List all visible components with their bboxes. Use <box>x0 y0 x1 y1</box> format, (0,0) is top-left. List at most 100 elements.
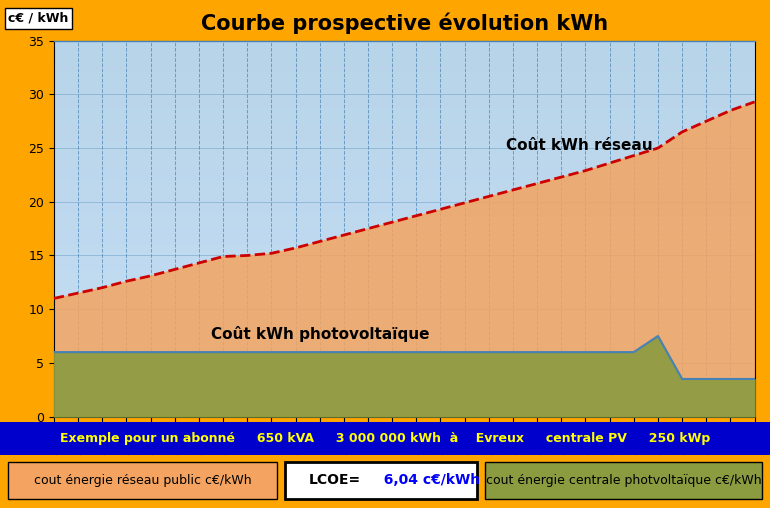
Bar <box>54 353 755 357</box>
Bar <box>54 123 755 127</box>
Bar <box>54 138 755 142</box>
Bar <box>54 135 755 138</box>
Bar <box>54 360 755 364</box>
Bar <box>54 217 755 221</box>
Bar <box>54 236 755 240</box>
Bar <box>54 338 755 341</box>
Bar <box>54 274 755 277</box>
Bar <box>54 105 755 108</box>
Bar <box>54 357 755 360</box>
Bar <box>54 206 755 210</box>
Bar <box>54 293 755 296</box>
Bar <box>54 161 755 165</box>
Bar <box>54 240 755 244</box>
Bar <box>54 409 755 413</box>
Bar <box>54 150 755 153</box>
Bar <box>54 334 755 338</box>
Bar <box>54 281 755 285</box>
Text: 6,04 c€/kWh: 6,04 c€/kWh <box>374 473 480 487</box>
Bar <box>54 330 755 334</box>
Bar <box>54 213 755 217</box>
Bar <box>54 187 755 191</box>
Text: LCOE=: LCOE= <box>309 473 361 487</box>
Text: Coût kWh photovoltaïque: Coût kWh photovoltaïque <box>211 326 430 342</box>
Bar <box>54 341 755 345</box>
Bar <box>54 225 755 229</box>
Bar <box>54 63 755 67</box>
FancyBboxPatch shape <box>485 462 762 499</box>
Bar <box>54 251 755 255</box>
Bar <box>54 112 755 116</box>
Bar <box>54 93 755 97</box>
Bar <box>54 180 755 183</box>
Bar <box>54 176 755 180</box>
Bar <box>54 285 755 289</box>
Bar <box>54 44 755 48</box>
Bar <box>54 119 755 123</box>
Bar <box>54 142 755 146</box>
Bar <box>54 89 755 93</box>
Bar <box>54 48 755 52</box>
Bar <box>54 86 755 89</box>
Bar <box>54 157 755 161</box>
Bar <box>54 413 755 417</box>
Bar <box>54 371 755 375</box>
FancyBboxPatch shape <box>8 462 277 499</box>
Bar <box>54 364 755 368</box>
Text: cout énergie réseau public c€/kWh: cout énergie réseau public c€/kWh <box>34 473 251 487</box>
Bar <box>54 277 755 281</box>
Bar <box>54 349 755 353</box>
Bar <box>54 319 755 323</box>
Bar <box>54 146 755 150</box>
Bar <box>54 368 755 371</box>
Bar <box>54 247 755 251</box>
Bar <box>54 169 755 172</box>
Bar <box>54 263 755 266</box>
Bar <box>54 375 755 379</box>
Bar <box>54 232 755 236</box>
Bar <box>54 244 755 247</box>
Bar <box>54 56 755 59</box>
Bar <box>54 326 755 330</box>
Bar <box>54 311 755 315</box>
Bar <box>54 41 755 44</box>
Bar <box>54 387 755 390</box>
Bar <box>54 210 755 213</box>
Bar <box>54 266 755 270</box>
Bar <box>54 289 755 293</box>
Bar <box>54 183 755 187</box>
Bar <box>54 78 755 82</box>
Bar <box>54 229 755 232</box>
Bar <box>54 165 755 169</box>
Bar <box>54 116 755 119</box>
Title: Courbe prospective évolution kWh: Courbe prospective évolution kWh <box>201 12 608 34</box>
Bar <box>54 255 755 259</box>
Bar <box>54 71 755 75</box>
Bar <box>54 304 755 307</box>
Bar <box>54 172 755 176</box>
Bar <box>54 52 755 56</box>
Bar <box>54 323 755 326</box>
Bar <box>54 97 755 101</box>
Bar <box>54 195 755 199</box>
Bar <box>54 383 755 387</box>
Bar <box>54 191 755 195</box>
Bar <box>54 296 755 300</box>
Bar <box>54 131 755 135</box>
Bar <box>54 398 755 401</box>
Bar <box>54 315 755 319</box>
Bar <box>54 199 755 202</box>
Bar <box>54 394 755 398</box>
Text: cout énergie centrale photvoltaïque c€/kWh: cout énergie centrale photvoltaïque c€/k… <box>486 473 762 487</box>
Bar <box>54 379 755 383</box>
Bar <box>54 101 755 105</box>
Bar <box>54 67 755 71</box>
Text: Exemple pour un abonné     650 kVA     3 000 000 kWh  à    Evreux     centrale P: Exemple pour un abonné 650 kVA 3 000 000… <box>60 432 710 444</box>
Bar <box>54 259 755 263</box>
Bar <box>54 202 755 206</box>
Bar <box>54 345 755 349</box>
Bar <box>54 390 755 394</box>
Bar <box>54 270 755 274</box>
Bar <box>54 405 755 409</box>
Bar <box>54 108 755 112</box>
